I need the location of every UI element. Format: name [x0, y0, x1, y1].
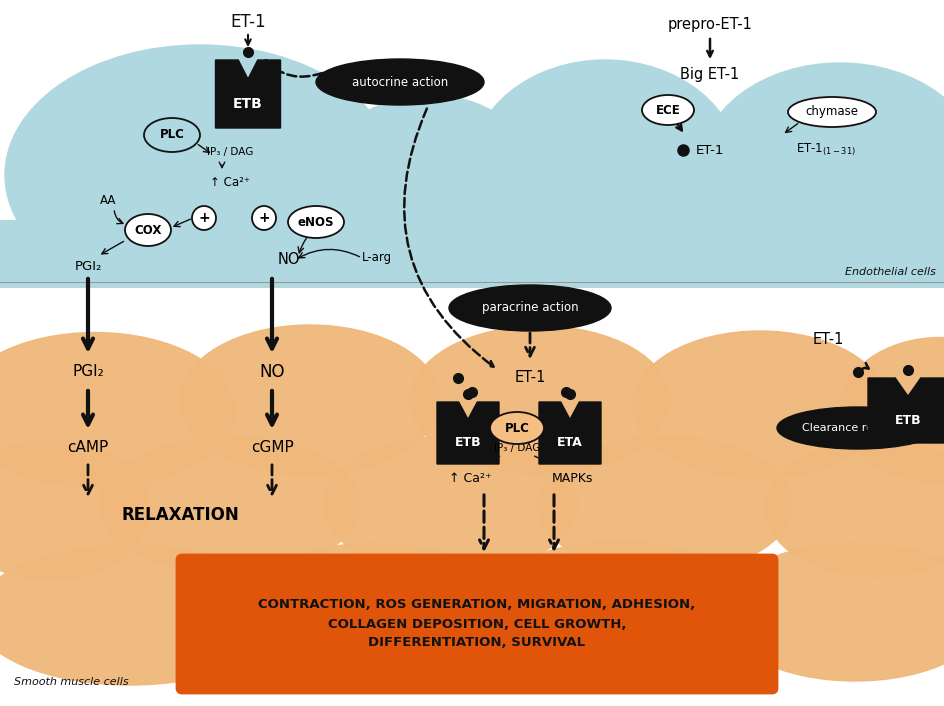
Text: AA: AA: [100, 193, 116, 206]
Text: autocrine action: autocrine action: [352, 76, 448, 88]
Text: PGI₂: PGI₂: [75, 260, 102, 273]
Text: prepro-ET-1: prepro-ET-1: [667, 18, 752, 32]
Polygon shape: [868, 378, 944, 443]
Ellipse shape: [470, 60, 740, 280]
Text: chymase: chymase: [805, 105, 858, 119]
Text: NO: NO: [260, 363, 285, 381]
Ellipse shape: [490, 412, 544, 444]
Text: ETB: ETB: [895, 414, 921, 426]
Text: Big ET-1: Big ET-1: [681, 68, 740, 83]
Ellipse shape: [777, 407, 939, 449]
Ellipse shape: [323, 436, 578, 574]
Ellipse shape: [180, 325, 440, 475]
Polygon shape: [437, 402, 499, 464]
Text: cGMP: cGMP: [250, 440, 294, 455]
Ellipse shape: [720, 543, 944, 681]
Ellipse shape: [316, 59, 484, 105]
Text: ETA: ETA: [557, 436, 582, 449]
Text: PLC: PLC: [504, 421, 530, 434]
Ellipse shape: [537, 436, 793, 574]
Text: ↑ Ca²⁺: ↑ Ca²⁺: [210, 176, 250, 189]
Text: PGI₂: PGI₂: [72, 364, 104, 380]
Text: Endothelial cells: Endothelial cells: [845, 267, 936, 277]
Text: CONTRACTION, ROS GENERATION, MIGRATION, ADHESION,
COLLAGEN DEPOSITION, CELL GROW: CONTRACTION, ROS GENERATION, MIGRATION, …: [259, 599, 696, 650]
Text: COX: COX: [134, 224, 161, 237]
Ellipse shape: [642, 95, 694, 125]
Text: paracrine action: paracrine action: [481, 301, 579, 314]
Ellipse shape: [192, 206, 216, 230]
Text: RELAXATION: RELAXATION: [121, 506, 239, 524]
Ellipse shape: [0, 333, 235, 488]
Ellipse shape: [0, 545, 285, 685]
Text: ET-1: ET-1: [514, 371, 546, 385]
Ellipse shape: [632, 331, 887, 479]
Ellipse shape: [288, 206, 344, 238]
Ellipse shape: [0, 440, 150, 580]
Ellipse shape: [240, 543, 510, 681]
Ellipse shape: [449, 285, 611, 331]
Text: L-arg: L-arg: [362, 251, 392, 265]
Text: ETB: ETB: [455, 436, 481, 449]
Ellipse shape: [144, 118, 200, 152]
Text: +: +: [259, 211, 270, 225]
Text: IP₃ / DAG: IP₃ / DAG: [207, 147, 253, 157]
Ellipse shape: [100, 436, 360, 574]
Ellipse shape: [482, 541, 757, 679]
Text: cAMP: cAMP: [67, 440, 109, 455]
Text: eNOS: eNOS: [297, 215, 334, 229]
Text: ET-1: ET-1: [230, 13, 266, 31]
Text: ET-1: ET-1: [696, 143, 724, 157]
Text: ↑ Ca²⁺: ↑ Ca²⁺: [448, 472, 491, 484]
Ellipse shape: [252, 206, 276, 230]
Ellipse shape: [5, 45, 395, 305]
Text: PLC: PLC: [160, 128, 184, 141]
Text: ETB: ETB: [233, 97, 262, 112]
FancyBboxPatch shape: [0, 220, 944, 290]
Text: NO: NO: [278, 253, 300, 268]
Polygon shape: [539, 402, 601, 464]
Text: Smooth muscle cells: Smooth muscle cells: [14, 677, 128, 687]
Polygon shape: [215, 60, 280, 128]
Ellipse shape: [840, 337, 944, 482]
Ellipse shape: [125, 214, 171, 246]
Text: ET-1$_{(1-31)}$: ET-1$_{(1-31)}$: [796, 142, 856, 158]
Text: Clearance receptors: Clearance receptors: [801, 423, 914, 433]
FancyBboxPatch shape: [177, 555, 777, 693]
Ellipse shape: [788, 97, 876, 127]
Text: +: +: [198, 211, 210, 225]
Text: IP₃ / DAG: IP₃ / DAG: [494, 443, 540, 453]
Ellipse shape: [410, 326, 670, 474]
FancyBboxPatch shape: [0, 288, 944, 706]
Text: MAPKs: MAPKs: [551, 472, 593, 484]
Text: ET-1: ET-1: [813, 333, 844, 347]
Ellipse shape: [765, 439, 944, 577]
Text: ECE: ECE: [656, 104, 681, 116]
Ellipse shape: [315, 95, 545, 295]
Ellipse shape: [700, 63, 944, 273]
